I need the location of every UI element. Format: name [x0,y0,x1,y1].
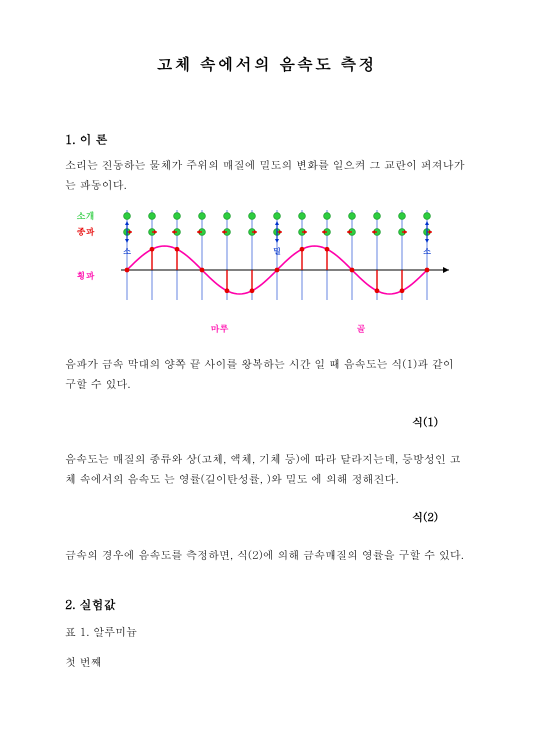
svg-text:소: 소 [423,246,431,257]
section1-para3: 음속도는 매질의 종류와 상(고체, 액체, 기체 등)에 따라 달라지는데, … [65,450,468,490]
svg-text:소: 소 [123,246,131,257]
section1-para1: 소리는 진동하는 물체가 주위의 매질에 밀도의 변화를 일으켜 그 교란이 퍼… [65,156,468,196]
page-title: 고체 속에서의 음속도 측정 [65,50,468,79]
sub-label-left: 마루 [211,321,229,337]
table-caption: 표 1. 알루미늄 [65,623,468,643]
table-row-label: 첫 번째 [65,653,468,673]
section2-heading: 2. 실험값 [65,594,468,616]
sub-label-right: 골 [357,321,366,337]
svg-text:밀: 밀 [273,246,281,257]
wave-diagram: 소개 종파 횡파 소 밀 소 마루 골 [77,208,457,337]
equation-1-label: 식(1) [65,413,438,433]
section1-para2: 음파가 금속 막대의 양쪽 끝 사이를 왕복하는 시간 일 때 음속도는 식(1… [65,355,468,395]
section1-para4: 금속의 경우에 음속도를 측정하면, 식(2)에 의해 금속매질의 영률을 구할… [65,546,468,566]
label-row-mid: 종파 [77,224,117,240]
section1-heading: 1. 이 론 [65,129,468,151]
label-row-top: 소개 [77,208,117,224]
diagram-svg-container: 소 밀 소 마루 골 [121,208,457,337]
diagram-left-labels: 소개 종파 횡파 [77,208,117,284]
wave-svg: 소밀소 [121,208,451,318]
label-row-wave: 횡파 [77,268,117,284]
equation-2-label: 식(2) [65,508,438,528]
